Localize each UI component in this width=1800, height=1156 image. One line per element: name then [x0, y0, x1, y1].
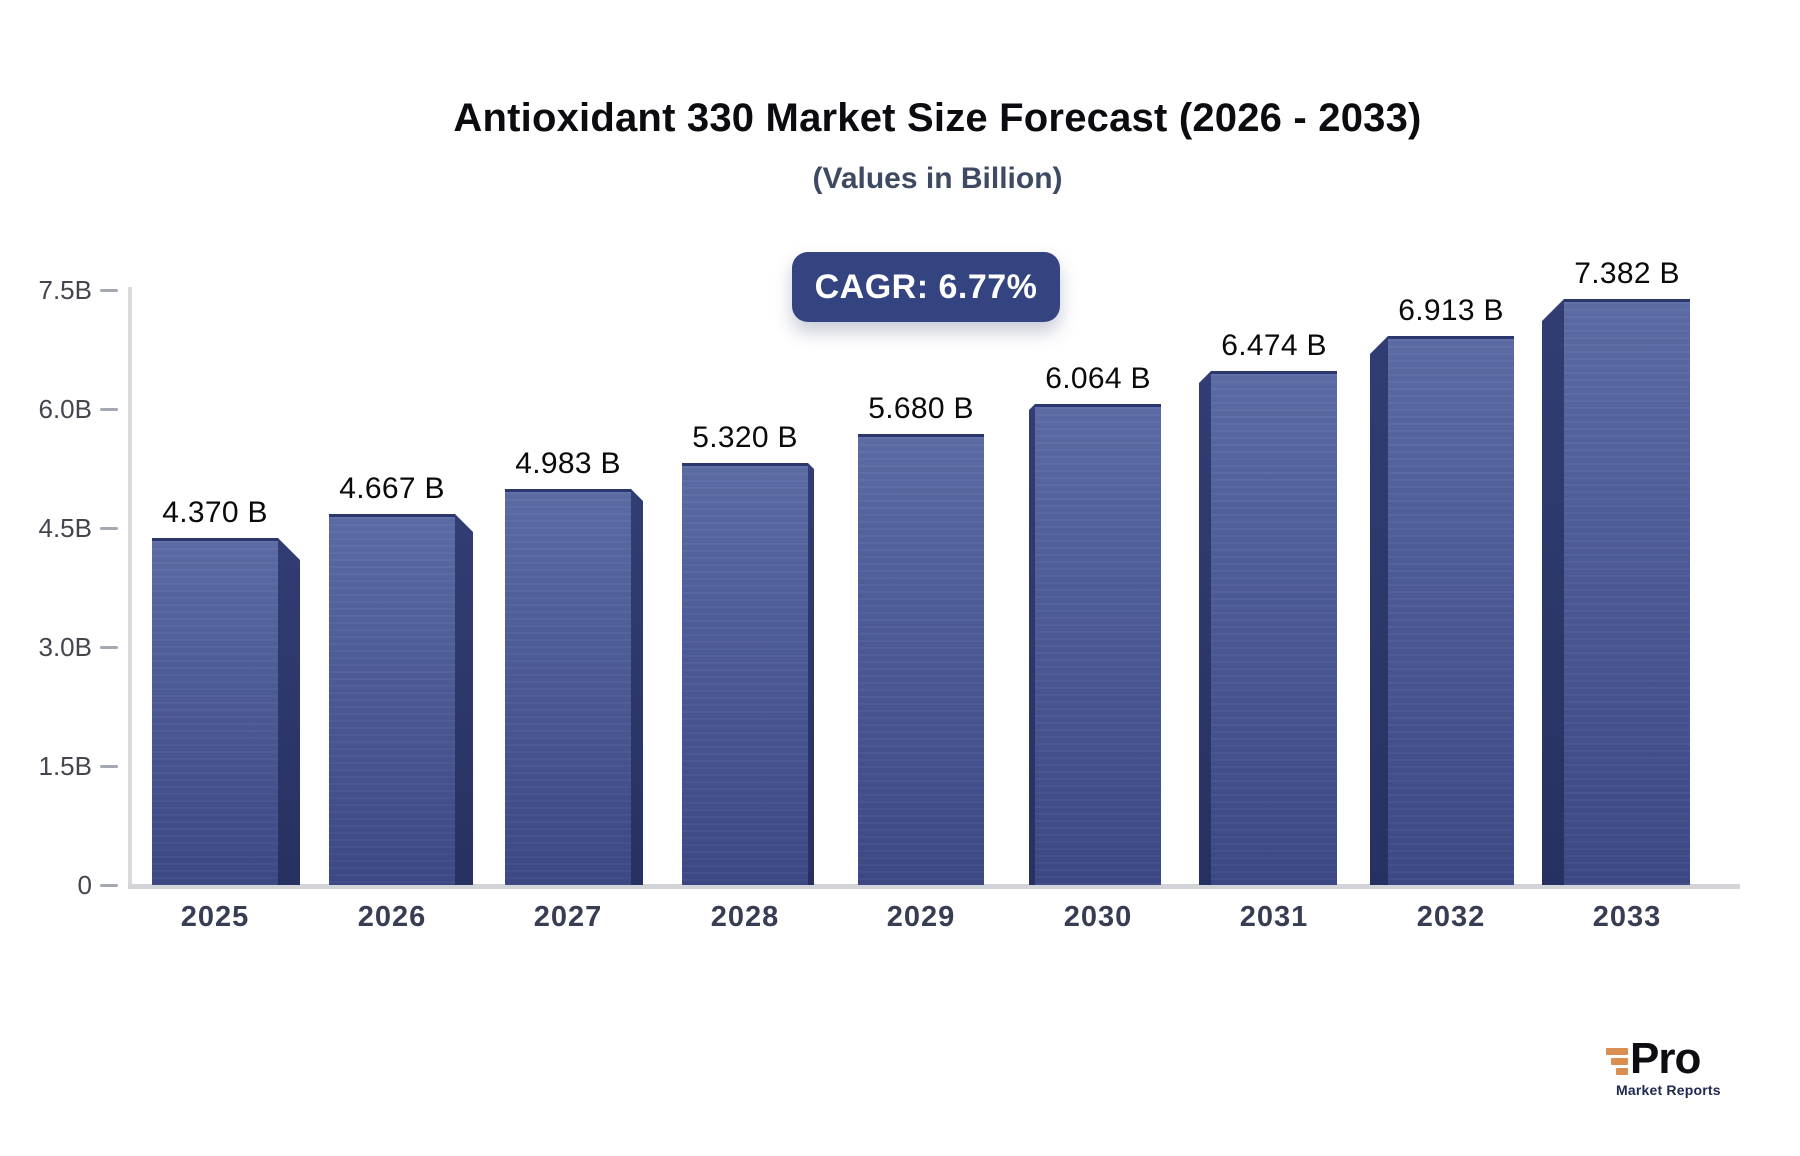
bar-side-2028 — [808, 463, 814, 885]
x-axis-label: 2027 — [533, 901, 603, 933]
y-axis-tick — [100, 646, 118, 649]
bar-side-2031 — [1199, 371, 1211, 885]
bar-side-2032 — [1370, 336, 1388, 885]
y-axis-line — [128, 287, 132, 888]
x-axis-label: 2032 — [1416, 901, 1486, 933]
bar-2033 — [1564, 299, 1690, 885]
y-axis-tick — [100, 884, 118, 887]
bar-2026 — [329, 514, 455, 885]
logo-name: Pro — [1630, 1034, 1701, 1083]
bar-value-label: 4.667 B — [339, 472, 445, 505]
x-axis-label: 2029 — [886, 901, 956, 933]
bar-value-label: 4.370 B — [162, 496, 268, 529]
bar-value-label: 7.382 B — [1574, 257, 1680, 290]
bar-side-2027 — [631, 489, 643, 885]
bar-value-label: 4.983 B — [515, 447, 621, 480]
logo-bar — [1611, 1058, 1628, 1065]
y-axis-label: 0 — [77, 870, 92, 900]
bar-value-label: 6.474 B — [1221, 329, 1327, 362]
bar-2025 — [152, 538, 278, 885]
bar-2030 — [1035, 404, 1161, 885]
x-axis-line — [128, 884, 1740, 889]
y-axis-tick — [100, 289, 118, 292]
y-axis-label: 3.0B — [38, 632, 93, 662]
bar-2032 — [1388, 336, 1514, 885]
cagr-badge: CAGR: 6.77% — [792, 252, 1060, 322]
logo-bars-icon — [1602, 1048, 1628, 1078]
bar-value-label: 6.913 B — [1398, 294, 1504, 327]
y-axis-tick — [100, 527, 118, 530]
y-axis-tick — [100, 408, 118, 411]
x-axis-label: 2030 — [1063, 901, 1133, 933]
y-axis-tick — [100, 765, 118, 768]
bar-value-label: 6.064 B — [1045, 362, 1151, 395]
bar-value-label: 5.680 B — [868, 392, 974, 425]
bar-side-2033 — [1542, 299, 1564, 885]
bar-value-label: 5.320 B — [692, 421, 798, 454]
x-axis-label: 2033 — [1592, 901, 1662, 933]
x-axis-label: 2031 — [1239, 901, 1309, 933]
bar-side-2025 — [278, 538, 300, 885]
x-axis-label: 2028 — [710, 901, 780, 933]
bar-2029 — [858, 434, 984, 885]
chart-title: Antioxidant 330 Market Size Forecast (20… — [453, 96, 1422, 140]
logo-bar — [1606, 1048, 1628, 1055]
x-axis-label: 2025 — [180, 901, 250, 933]
bar-2028 — [682, 463, 808, 885]
y-axis-label: 4.5B — [38, 513, 93, 543]
y-axis-label: 7.5B — [38, 275, 93, 305]
x-axis-label: 2026 — [357, 901, 427, 933]
cagr-badge-label: CAGR: 6.77% — [814, 267, 1038, 306]
y-axis-label: 6.0B — [38, 394, 93, 424]
bar-side-2026 — [455, 514, 473, 885]
bar-side-2030 — [1029, 404, 1035, 885]
bar-2027 — [505, 489, 631, 885]
logo: Pro Market Reports — [1602, 1034, 1782, 1110]
logo-bar — [1616, 1068, 1628, 1075]
y-axis-label: 1.5B — [38, 751, 93, 781]
chart-subtitle: (Values in Billion) — [812, 162, 1063, 195]
logo-subtext: Market Reports — [1616, 1082, 1721, 1098]
bar-2031 — [1211, 371, 1337, 885]
